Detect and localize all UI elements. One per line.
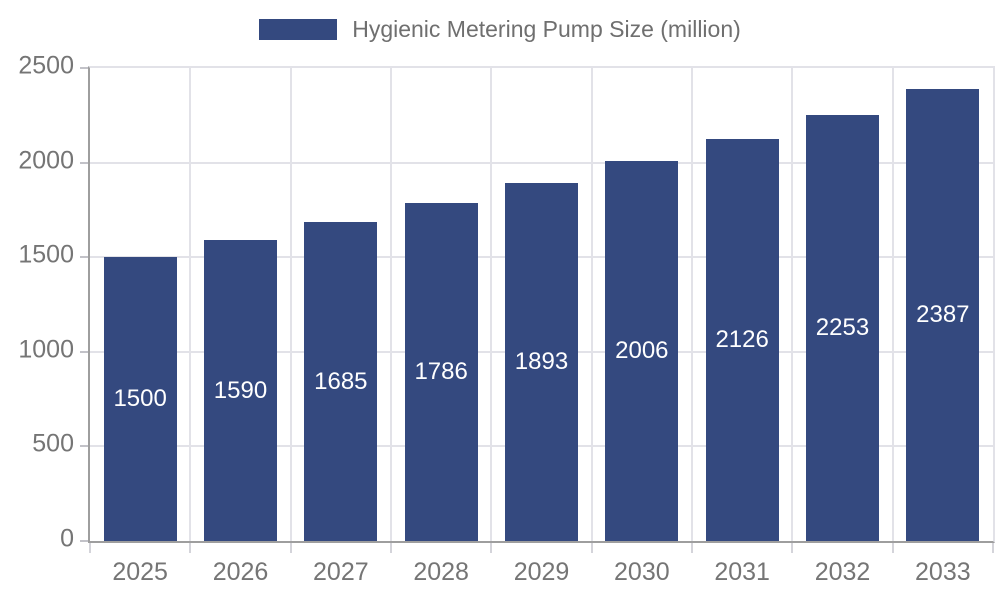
- x-axis-tick: [390, 543, 392, 553]
- x-axis-tick: [89, 543, 91, 553]
- y-axis-label: 2000: [18, 146, 74, 175]
- bar-value-label: 1893: [514, 347, 569, 375]
- x-axis-tick: [992, 543, 994, 553]
- v-gridline: [390, 68, 392, 541]
- chart-legend[interactable]: Hygienic Metering Pump Size (million): [0, 16, 1000, 43]
- x-axis-tick: [289, 543, 292, 553]
- h-gridline: [90, 161, 993, 164]
- bar-value-label: 1685: [314, 367, 368, 395]
- legend-label: Hygienic Metering Pump Size (million): [352, 16, 741, 42]
- v-gridline: [590, 68, 593, 541]
- y-axis-label: 1000: [18, 335, 74, 364]
- bar-value-label: 2126: [715, 325, 769, 353]
- bar-value-label: 1500: [113, 385, 167, 413]
- legend-swatch: [259, 19, 338, 40]
- bar-2026[interactable]: 1590: [204, 240, 277, 541]
- y-axis-tick: [80, 256, 88, 259]
- x-axis-label: 2026: [212, 558, 269, 586]
- bar-2033[interactable]: 2387: [906, 89, 980, 541]
- v-gridline: [189, 68, 192, 541]
- x-axis-label: 2030: [614, 558, 670, 586]
- x-axis-tick: [490, 543, 493, 553]
- bar-2032[interactable]: 2253: [806, 114, 879, 541]
- bar-2028[interactable]: 1786: [404, 203, 478, 541]
- y-axis-tick: [80, 445, 88, 448]
- bar-2027[interactable]: 1685: [304, 222, 378, 541]
- plot-area: 1500 1590 1685 1786 1893 2006 2126 2253 2387: [80, 66, 995, 553]
- x-axis-tick: [590, 543, 593, 553]
- bar-value-label: 1786: [414, 358, 468, 386]
- v-gridline: [891, 68, 894, 541]
- x-axis-label: 2028: [413, 558, 469, 586]
- x-axis-tick: [891, 543, 894, 553]
- bar-value-label: 2006: [615, 337, 669, 365]
- y-axis-label: 500: [32, 429, 74, 458]
- v-gridline: [791, 68, 794, 541]
- x-axis-label: 2027: [313, 558, 369, 586]
- x-axis-label: 2033: [915, 558, 971, 586]
- y-axis-tick: [80, 540, 88, 542]
- y-axis-label: 0: [60, 524, 74, 553]
- x-axis-tick: [189, 543, 192, 553]
- bar-2025[interactable]: 1500: [103, 257, 177, 541]
- x-axis-label: 2029: [513, 558, 570, 586]
- bar-value-label: 2387: [916, 301, 970, 329]
- y-axis-label: 1500: [18, 240, 74, 269]
- y-axis-tick: [80, 67, 88, 69]
- bar-value-label: 1590: [213, 376, 268, 404]
- x-axis-label: 2025: [112, 558, 168, 586]
- bar-2029[interactable]: 1893: [505, 182, 578, 541]
- v-gridline: [691, 68, 693, 541]
- bar-2030[interactable]: 2006: [605, 161, 679, 541]
- v-gridline: [289, 68, 292, 541]
- v-gridline: [490, 68, 493, 541]
- x-axis-tick: [791, 543, 794, 553]
- x-axis-label: 2031: [714, 558, 770, 586]
- bar-2031[interactable]: 2126: [705, 138, 779, 541]
- y-axis-tick: [80, 161, 88, 164]
- x-axis-label: 2032: [814, 558, 871, 586]
- y-axis-tick: [80, 350, 88, 353]
- bar-value-label: 2253: [815, 313, 870, 341]
- y-axis-label: 2500: [18, 51, 74, 80]
- x-axis-tick: [691, 543, 693, 553]
